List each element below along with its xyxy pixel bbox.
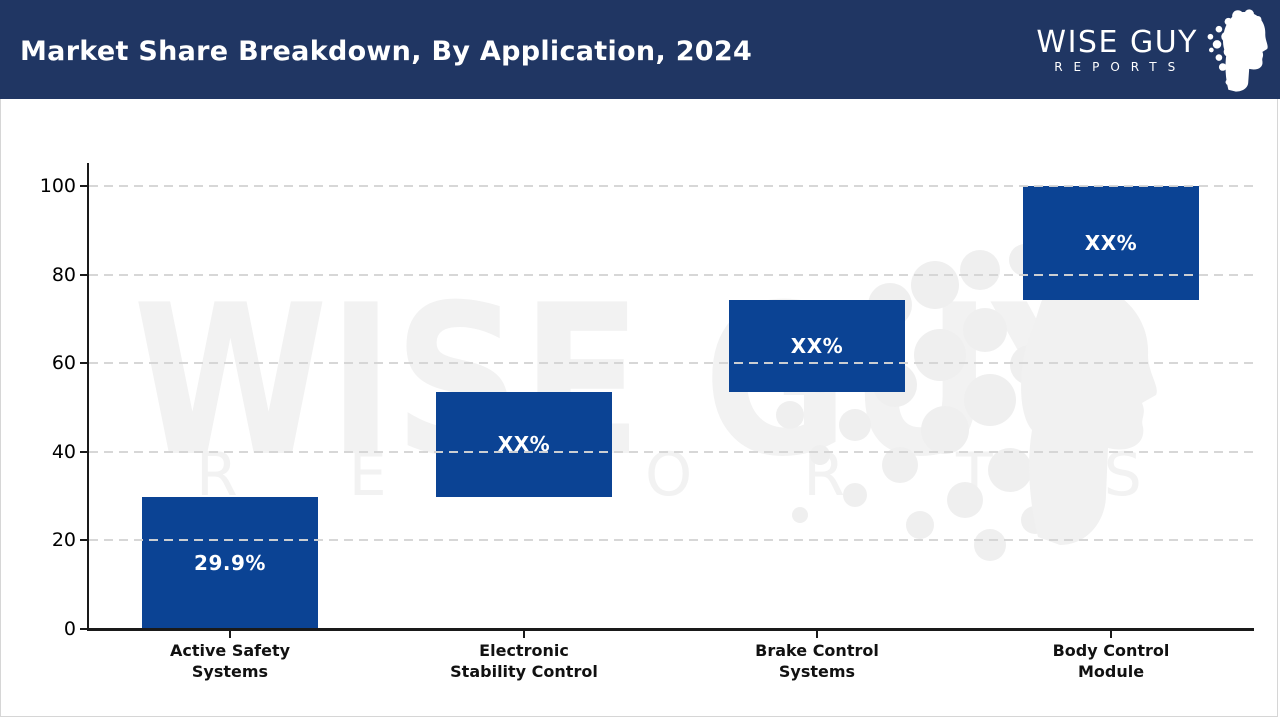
logo-wiseguy-label: WISE GUY [1036, 25, 1198, 60]
logo-reports-label: REPORTS [1054, 60, 1187, 74]
x-axis-category-label-line: Brake Control [755, 641, 879, 660]
waterfall-bar: XX% [729, 299, 905, 392]
plot-area: 29.9% XX% XX% XX% [89, 163, 1254, 629]
y-gridline [89, 273, 1254, 276]
y-axis-spine [87, 163, 89, 631]
y-axis-tick-label: 60 [51, 352, 76, 375]
y-axis-tick [80, 628, 88, 630]
x-axis-category-label-line: Systems [191, 662, 269, 681]
y-axis-tick [80, 185, 88, 187]
y-gridline [89, 450, 1254, 453]
y-axis-tick-label: 100 [39, 175, 76, 197]
y-axis-tick-label: 20 [51, 529, 76, 552]
bar-value-label: XX% [1084, 230, 1138, 255]
x-axis-tick [1110, 631, 1112, 638]
y-axis-tick [80, 450, 88, 453]
image-border-left [0, 99, 1, 717]
y-gridline [89, 362, 1254, 365]
page-title: Market Share Breakdown, By Application, … [20, 36, 753, 67]
bar-value-label: XX% [790, 333, 844, 358]
x-axis-category-label: Electronic Stability Control [394, 640, 654, 682]
y-axis-tick-label: 0 [63, 618, 76, 640]
header: Market Share Breakdown, By Application, … [0, 0, 1280, 99]
wiseguy-logo-text: WISE GUY REPORTS [1036, 26, 1198, 74]
watermark-reports-text: R E P O R T S [196, 440, 1188, 510]
y-axis-tick [80, 273, 88, 276]
x-axis-spine [87, 628, 1254, 631]
x-axis-category-label-line: Stability Control [450, 662, 598, 681]
y-axis-tick-label: 80 [51, 263, 76, 286]
x-axis-category-label-line: Systems [778, 662, 856, 681]
waterfall-bar: 29.9% [142, 496, 318, 629]
y-axis-tick [80, 539, 88, 542]
x-axis-tick [229, 631, 231, 638]
x-axis-category-label-line: Active Safety [169, 641, 291, 660]
x-axis-tick [523, 631, 525, 638]
waterfall-bar: XX% [1023, 186, 1199, 300]
waterfall-bar: XX% [436, 391, 612, 497]
x-axis-category-label-line: Body Control [1052, 641, 1170, 660]
x-axis-category-label-line: Electronic [479, 641, 569, 660]
y-gridline [89, 539, 1254, 542]
y-axis-tick-label: 40 [51, 440, 76, 463]
x-axis-tick [816, 631, 818, 638]
x-axis-category-label: Brake Control Systems [687, 640, 947, 682]
wiseguy-logo: WISE GUY REPORTS [1036, 4, 1270, 96]
x-axis-category-label: Active Safety Systems [100, 640, 360, 682]
y-gridline [89, 185, 1254, 187]
y-axis-tick [80, 362, 88, 365]
x-axis-category-label: Body Control Module [981, 640, 1241, 682]
bar-value-label: 29.9% [194, 550, 266, 575]
x-axis-category-label-line: Module [1077, 662, 1145, 681]
image-border-bottom [0, 716, 1278, 717]
image-border-right [1277, 99, 1278, 717]
wiseguy-head-icon [1207, 9, 1268, 92]
